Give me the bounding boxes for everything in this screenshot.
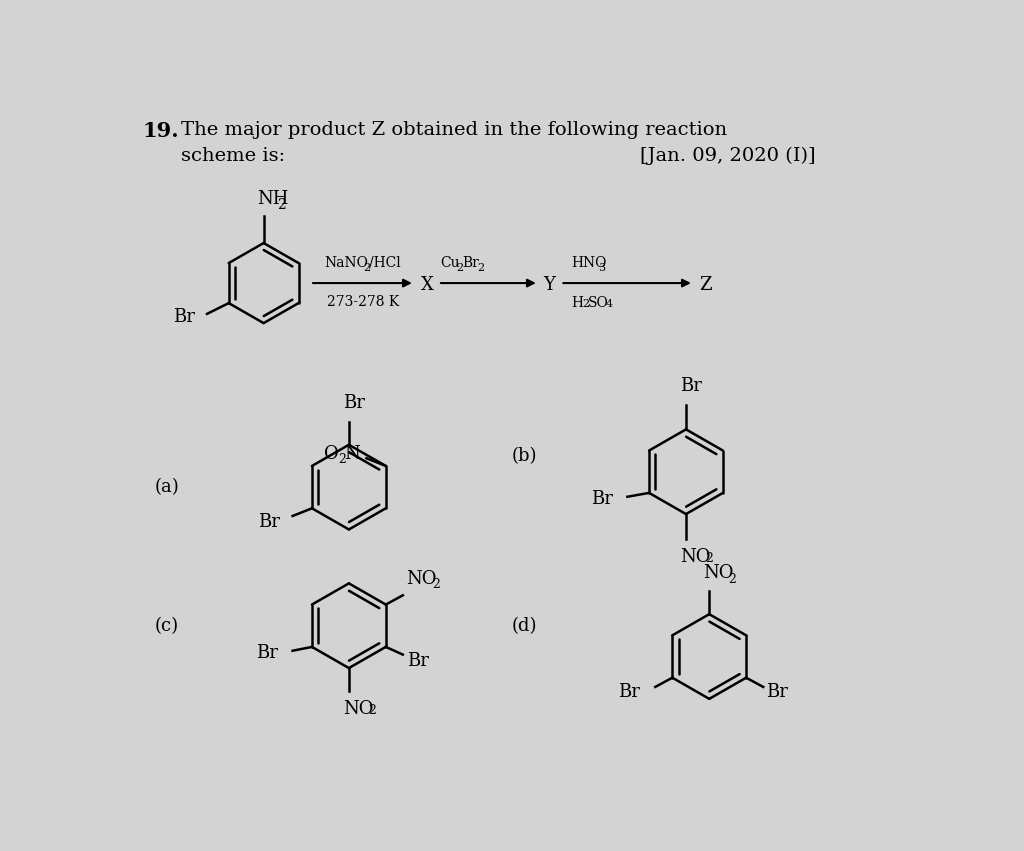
Text: 2: 2	[457, 263, 464, 273]
Text: [Jan. 09, 2020 (I)]: [Jan. 09, 2020 (I)]	[640, 146, 815, 165]
Text: HNO: HNO	[571, 256, 606, 270]
Text: H: H	[571, 296, 584, 310]
Text: Br: Br	[173, 308, 195, 326]
Text: Y: Y	[544, 277, 555, 294]
Text: 2: 2	[276, 198, 286, 212]
Text: /HCl: /HCl	[369, 256, 400, 270]
Text: 2: 2	[729, 573, 736, 585]
Text: 2: 2	[369, 705, 376, 717]
Text: 3: 3	[598, 263, 605, 273]
Text: Cu: Cu	[440, 256, 460, 270]
Text: X: X	[421, 277, 434, 294]
Text: Z: Z	[699, 277, 712, 294]
Text: (a): (a)	[155, 478, 180, 496]
Text: NO: NO	[343, 700, 373, 718]
Text: 2: 2	[338, 454, 346, 466]
Text: Br: Br	[680, 378, 701, 396]
Text: NH: NH	[257, 191, 289, 208]
Text: Br: Br	[618, 683, 640, 700]
Text: Br: Br	[256, 644, 279, 662]
Text: (c): (c)	[155, 617, 179, 635]
Text: Br: Br	[343, 394, 365, 413]
Text: Br: Br	[407, 652, 429, 670]
Text: NO: NO	[406, 569, 436, 587]
Text: O: O	[324, 445, 339, 464]
Text: 2: 2	[706, 551, 714, 565]
Text: NaNO: NaNO	[324, 256, 368, 270]
Text: Br: Br	[258, 513, 280, 531]
Text: NO: NO	[680, 548, 711, 566]
Text: scheme is:: scheme is:	[180, 146, 285, 165]
Text: 2: 2	[583, 300, 589, 309]
Text: Br: Br	[591, 490, 612, 508]
Text: Br: Br	[766, 683, 788, 700]
Text: 2: 2	[477, 263, 484, 273]
Text: N: N	[344, 445, 359, 464]
Text: 4: 4	[606, 300, 613, 309]
Text: 19.: 19.	[142, 122, 178, 141]
Text: NO: NO	[703, 564, 733, 582]
Text: 2: 2	[362, 263, 370, 273]
Text: 2: 2	[432, 579, 440, 591]
Text: (b): (b)	[512, 448, 538, 465]
Text: SO: SO	[589, 296, 609, 310]
Text: Br: Br	[462, 256, 479, 270]
Text: (d): (d)	[512, 617, 538, 635]
Text: The major product Z obtained in the following reaction: The major product Z obtained in the foll…	[180, 122, 727, 140]
Text: 273-278 K: 273-278 K	[328, 294, 399, 309]
